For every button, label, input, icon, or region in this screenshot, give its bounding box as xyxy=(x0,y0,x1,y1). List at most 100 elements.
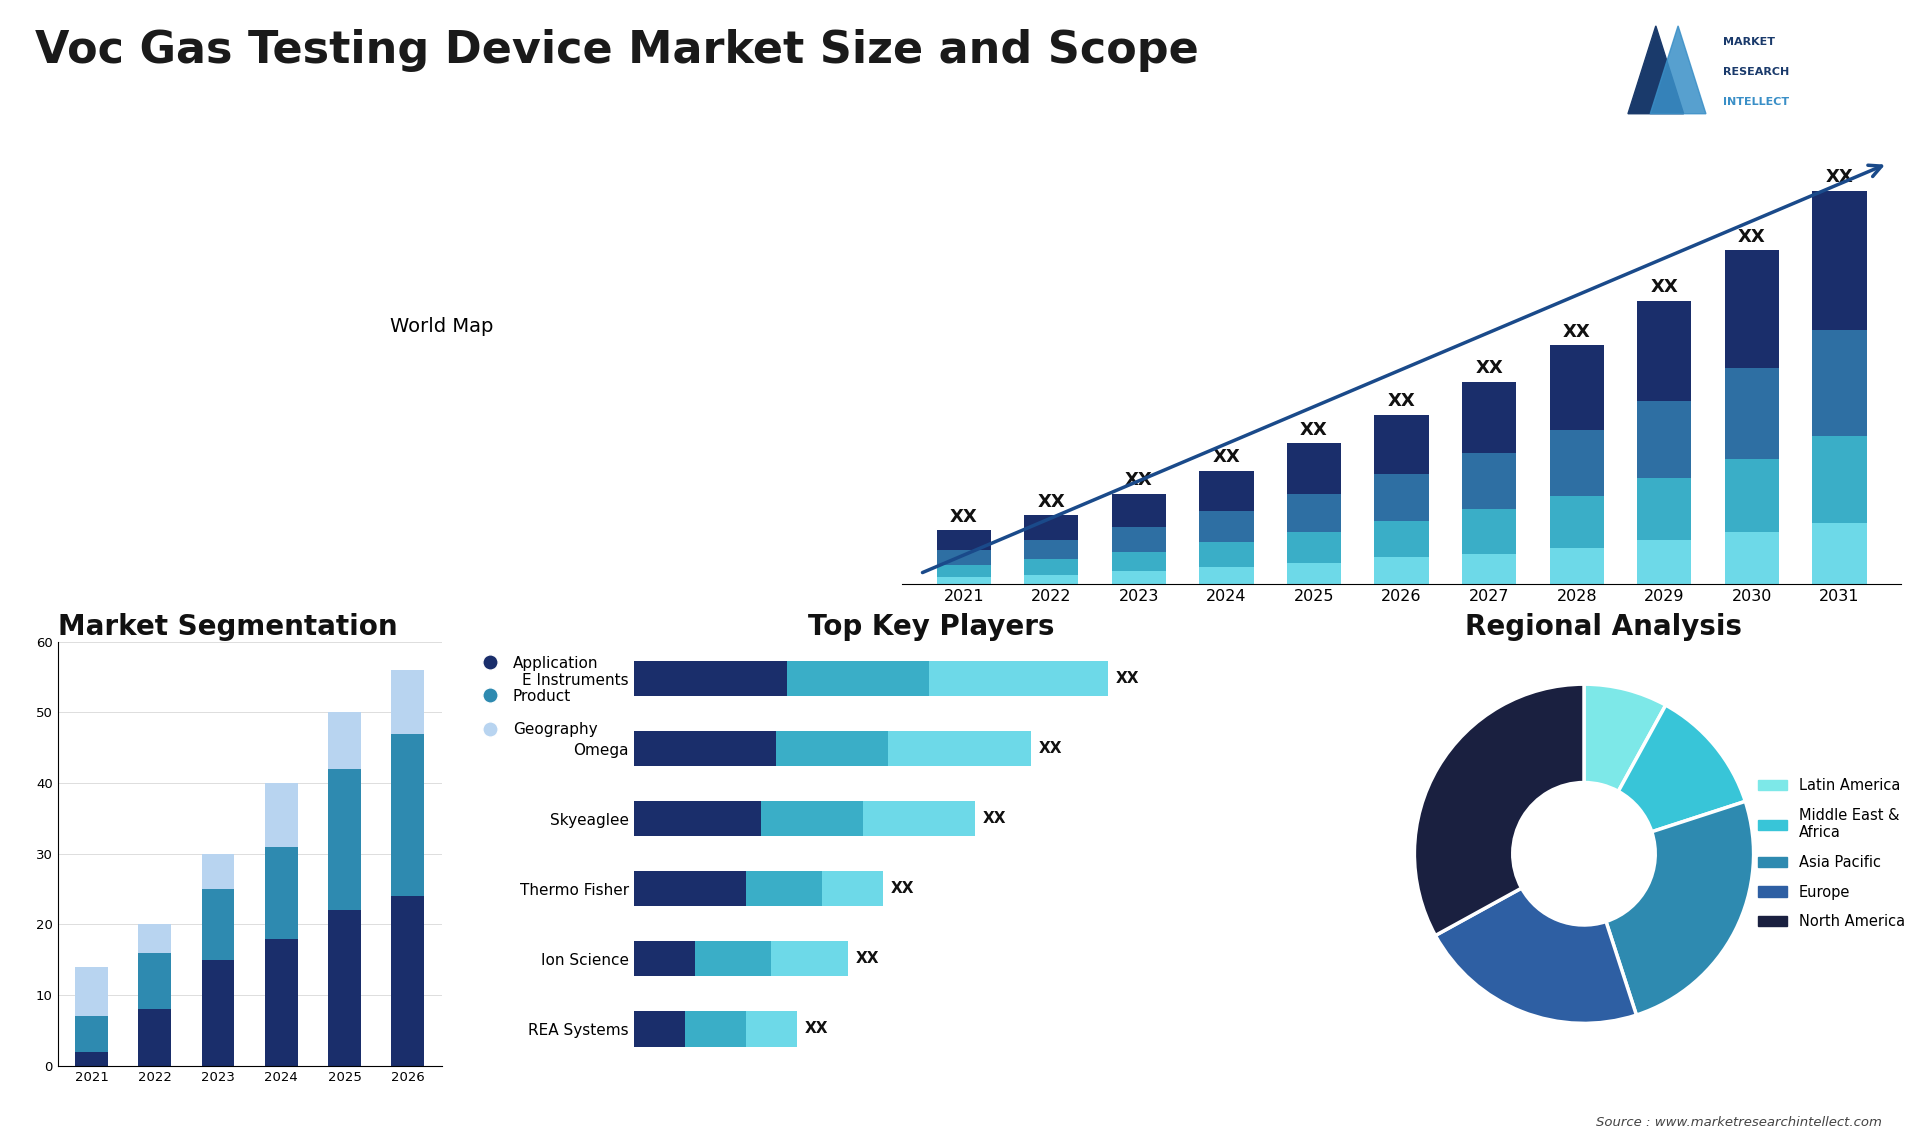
Bar xyxy=(1112,551,1165,571)
Text: XX: XX xyxy=(891,881,914,896)
Bar xyxy=(202,889,234,959)
Bar xyxy=(1638,540,1692,584)
Text: XX: XX xyxy=(1738,228,1766,246)
Bar xyxy=(138,925,171,952)
Bar xyxy=(1286,494,1342,533)
Bar xyxy=(75,1052,108,1066)
Wedge shape xyxy=(1436,888,1636,1023)
Text: MARKET: MARKET xyxy=(1722,37,1774,47)
Bar xyxy=(1549,495,1603,548)
Wedge shape xyxy=(1415,684,1584,935)
Bar xyxy=(929,661,1108,696)
Bar xyxy=(745,1012,797,1046)
Bar xyxy=(265,939,298,1066)
Bar xyxy=(1638,401,1692,478)
Legend: Latin America, Middle East &
Africa, Asia Pacific, Europe, North America: Latin America, Middle East & Africa, Asi… xyxy=(1753,772,1910,935)
Bar xyxy=(1461,509,1517,554)
Bar xyxy=(1549,430,1603,495)
Bar xyxy=(328,769,361,910)
Bar xyxy=(75,967,108,1017)
Text: XX: XX xyxy=(1037,493,1066,511)
Bar xyxy=(1461,453,1517,509)
Bar xyxy=(1023,559,1079,575)
Bar xyxy=(1638,478,1692,540)
Bar xyxy=(634,801,760,837)
Bar xyxy=(1112,571,1165,584)
Text: XX: XX xyxy=(1039,741,1062,756)
Bar xyxy=(1200,567,1254,584)
Bar xyxy=(1638,300,1692,401)
Bar xyxy=(634,661,787,696)
Bar xyxy=(1112,494,1165,526)
Bar xyxy=(1812,435,1866,523)
Bar xyxy=(1375,557,1428,584)
Text: XX: XX xyxy=(1651,278,1678,297)
Text: Top Key Players: Top Key Players xyxy=(808,613,1054,641)
Bar xyxy=(1200,471,1254,511)
Legend: Application, Product, Geography: Application, Product, Geography xyxy=(468,650,605,744)
Bar xyxy=(685,1012,745,1046)
Bar xyxy=(392,733,424,896)
Bar xyxy=(265,847,298,939)
Bar xyxy=(889,731,1031,767)
Bar xyxy=(1023,575,1079,584)
Bar xyxy=(937,531,991,550)
Bar xyxy=(1286,563,1342,584)
Text: World Map: World Map xyxy=(390,317,493,336)
Bar xyxy=(634,731,776,767)
Text: XX: XX xyxy=(1563,323,1590,340)
Bar xyxy=(1023,540,1079,559)
Text: XX: XX xyxy=(950,508,977,526)
Bar xyxy=(772,941,849,976)
Bar xyxy=(745,871,822,906)
Wedge shape xyxy=(1584,684,1667,792)
Text: XX: XX xyxy=(1213,448,1240,466)
Text: XX: XX xyxy=(983,811,1006,826)
Bar xyxy=(1461,382,1517,453)
Bar xyxy=(265,783,298,847)
Polygon shape xyxy=(1649,26,1705,113)
Text: XX: XX xyxy=(854,951,879,966)
Bar xyxy=(202,959,234,1066)
Bar xyxy=(328,910,361,1066)
Bar xyxy=(202,854,234,889)
Bar xyxy=(1549,345,1603,430)
Text: XX: XX xyxy=(804,1021,828,1036)
Bar xyxy=(1023,515,1079,540)
Bar xyxy=(787,661,929,696)
Text: XX: XX xyxy=(1475,360,1503,377)
Bar xyxy=(822,871,883,906)
Text: Source : www.marketresearchintellect.com: Source : www.marketresearchintellect.com xyxy=(1596,1116,1882,1129)
Text: XX: XX xyxy=(1125,471,1152,489)
Bar xyxy=(1724,533,1780,584)
Bar xyxy=(138,1010,171,1066)
Text: Regional Analysis: Regional Analysis xyxy=(1465,613,1741,641)
Text: Market Segmentation: Market Segmentation xyxy=(58,613,397,641)
Bar xyxy=(760,801,862,837)
Bar xyxy=(1286,444,1342,494)
Bar xyxy=(695,941,772,976)
Bar xyxy=(1812,523,1866,584)
Bar xyxy=(634,871,745,906)
Text: XX: XX xyxy=(1116,672,1139,686)
Bar xyxy=(634,941,695,976)
Text: XX: XX xyxy=(1388,392,1415,410)
Bar xyxy=(392,670,424,733)
Bar xyxy=(1812,330,1866,435)
Bar xyxy=(328,713,361,769)
Bar xyxy=(776,731,889,767)
Bar xyxy=(1724,250,1780,368)
Bar xyxy=(862,801,975,837)
Polygon shape xyxy=(1628,26,1684,113)
Bar xyxy=(138,952,171,1010)
Wedge shape xyxy=(1605,801,1753,1015)
Bar xyxy=(392,896,424,1066)
Text: RESEARCH: RESEARCH xyxy=(1722,66,1789,77)
Bar xyxy=(1375,474,1428,520)
Bar xyxy=(937,565,991,576)
Bar xyxy=(937,550,991,565)
Bar xyxy=(75,1017,108,1052)
Bar xyxy=(1375,520,1428,557)
Bar xyxy=(1724,458,1780,533)
Bar xyxy=(1549,548,1603,584)
